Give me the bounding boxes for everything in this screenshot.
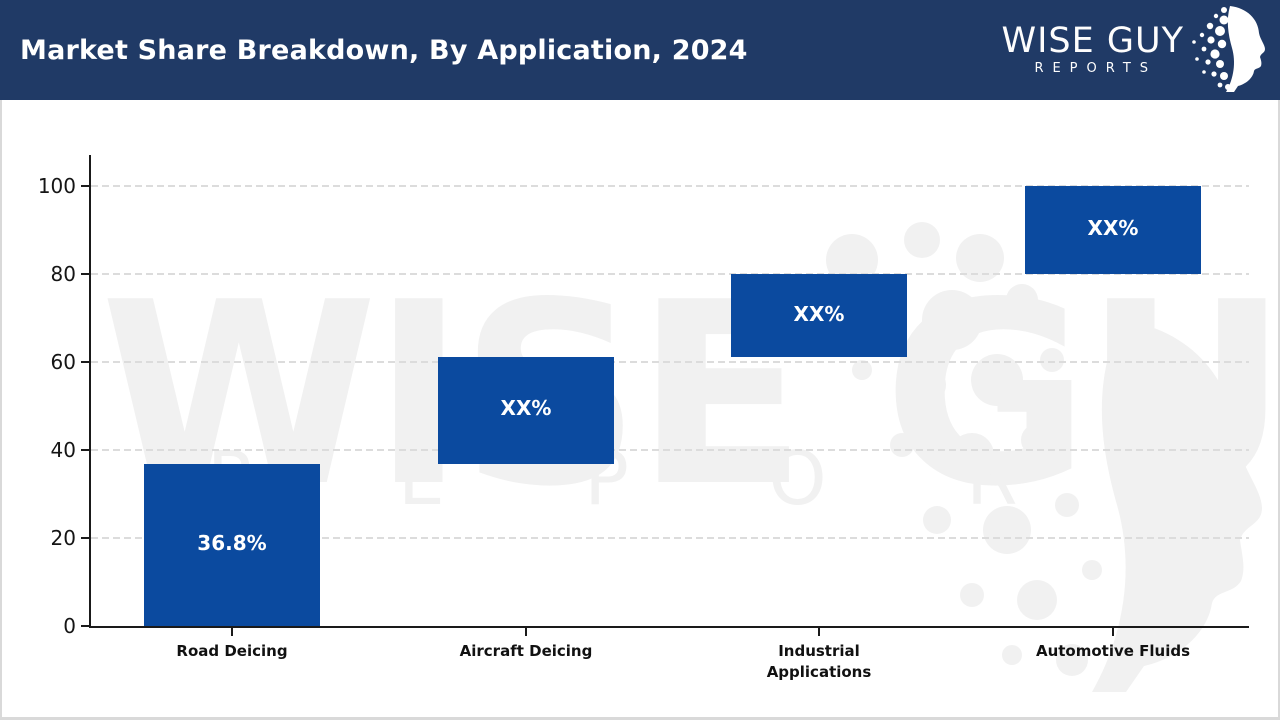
- y-tick-label: 80: [50, 262, 76, 286]
- y-tick-label: 100: [37, 174, 76, 198]
- x-category-label: Road Deicing: [176, 642, 288, 660]
- x-category-label: Industrial Applications: [766, 642, 872, 681]
- bar-value-label: XX%: [793, 301, 845, 326]
- chart-canvas: WISE GUY R E P O R T S 02040608010036.8%…: [0, 100, 1280, 720]
- x-axis-tick: [818, 628, 820, 636]
- y-axis-tick: [81, 185, 89, 187]
- x-axis-tick: [525, 628, 527, 636]
- grid-line: [91, 361, 1249, 363]
- x-category-label: Aircraft Deicing: [459, 642, 593, 660]
- logo-wordmark: WISE GUY: [1001, 21, 1184, 61]
- bar-value-label: 36.8%: [197, 531, 267, 556]
- page-title: Market Share Breakdown, By Application, …: [20, 34, 748, 66]
- bar: [1025, 186, 1201, 275]
- bar: [438, 356, 614, 465]
- plot-area: 0 20 40 60 80 100 36.8% XX% XX% XX% Road Deicing Ai…: [2, 100, 1280, 720]
- watermark-reports: R E P O R T S: [207, 436, 1280, 522]
- bar: [731, 274, 907, 357]
- y-axis-tick: [81, 537, 89, 539]
- grid-line: [91, 185, 1249, 187]
- logo-subtitle: REPORTS: [1034, 61, 1158, 76]
- x-axis-tick: [1112, 628, 1114, 636]
- y-axis-tick: [81, 449, 89, 451]
- logo-text: WISE GUY REPORTS: [1001, 21, 1184, 77]
- y-tick-label: 20: [50, 526, 76, 550]
- x-axis-line: [89, 626, 1249, 628]
- y-axis-line: [89, 155, 91, 628]
- grid-line: [91, 537, 1249, 539]
- logo-head-icon: [1180, 4, 1266, 96]
- wise-guy-logo: WISE GUY REPORTS: [1001, 4, 1266, 96]
- y-axis-tick: [81, 361, 89, 363]
- bar: [144, 464, 320, 626]
- y-axis-tick: [81, 273, 89, 275]
- y-axis-tick: [81, 625, 89, 627]
- bar-value-label: XX%: [1087, 216, 1139, 241]
- grid-line: [91, 273, 1249, 275]
- header-bar: Market Share Breakdown, By Application, …: [0, 0, 1280, 100]
- x-axis-tick: [231, 628, 233, 636]
- y-tick-label: 40: [50, 438, 76, 462]
- grid-line: [91, 449, 1249, 451]
- bar-value-label: XX%: [500, 396, 552, 421]
- y-tick-label: 0: [63, 614, 76, 638]
- y-tick-label: 60: [50, 350, 76, 374]
- x-category-label: Automotive Fluids: [1035, 642, 1191, 660]
